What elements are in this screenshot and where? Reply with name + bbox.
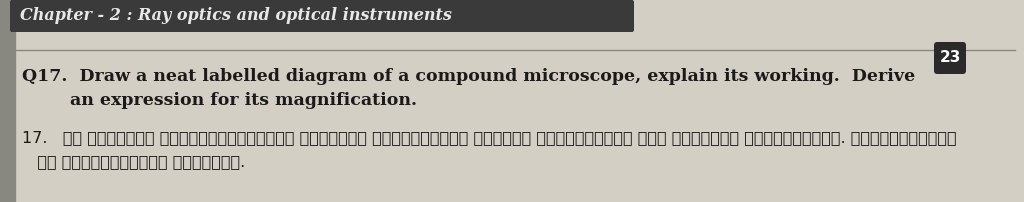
Text: Chapter - 2 : Ray optics and optical instruments: Chapter - 2 : Ray optics and optical ins… <box>20 7 452 24</box>
Text: Q17.  Draw a neat labelled diagram of a compound microscope, explain its working: Q17. Draw a neat labelled diagram of a c… <box>22 68 915 85</box>
FancyBboxPatch shape <box>934 42 966 74</box>
Text: ఒక సమీకరణాన్ని రాబటండి.: ఒక సమీకరణాన్ని రాబటండి. <box>22 154 246 169</box>
Text: 23: 23 <box>939 50 961 65</box>
Text: 17.   ఒక సంయుక్త సూక్ష్మదర్శిని పనిచేసే విధానాన్ని చక్కని వివరణాత్మక పటం సహాయంతో: 17. ఒక సంయుక్త సూక్ష్మదర్శిని పనిచేసే వి… <box>22 130 956 145</box>
FancyBboxPatch shape <box>10 0 634 32</box>
Text: an expression for its magnification.: an expression for its magnification. <box>22 92 417 109</box>
Bar <box>0 0 15 202</box>
